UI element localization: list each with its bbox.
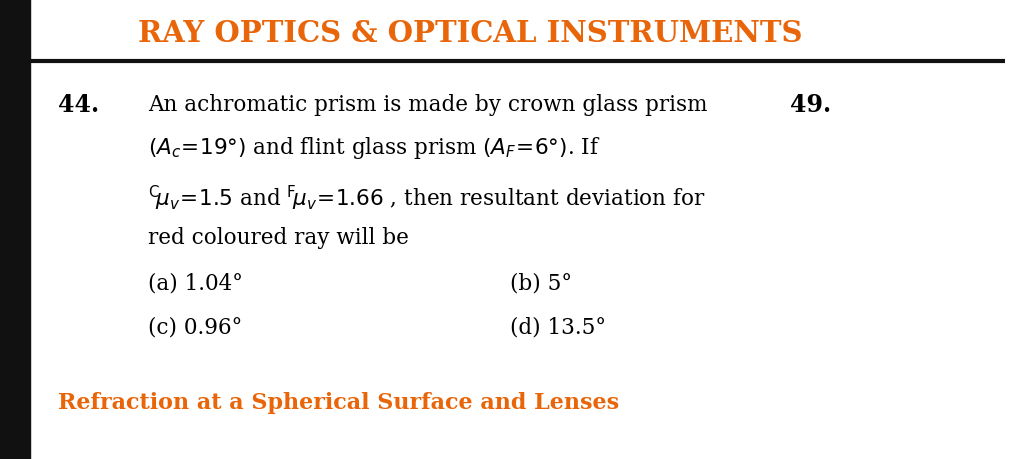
Text: (c) 0.96°: (c) 0.96° [148, 316, 243, 338]
Text: Refraction at a Spherical Surface and Lenses: Refraction at a Spherical Surface and Le… [58, 391, 620, 413]
Text: RAY OPTICS & OPTICAL INSTRUMENTS: RAY OPTICS & OPTICAL INSTRUMENTS [138, 18, 803, 47]
Text: $\left(A_c\!=\!19°\right)$ and flint glass prism $\left(A_F\!=\!6°\right)$. If: $\left(A_c\!=\!19°\right)$ and flint gla… [148, 134, 600, 161]
Text: (a) 1.04°: (a) 1.04° [148, 272, 243, 294]
Bar [0, 0, 30, 459]
Text: 49.: 49. [790, 93, 831, 117]
Text: red coloured ray will be: red coloured ray will be [148, 226, 409, 248]
Text: 44.: 44. [58, 93, 99, 117]
Text: (b) 5°: (b) 5° [510, 272, 572, 294]
Text: ${}^{\mathsf{C}}\!\mu_v\!=\!1.5$ and ${}^{\mathsf{F}}\!\mu_v\!=\!1.66$ , then re: ${}^{\mathsf{C}}\!\mu_v\!=\!1.5$ and ${}… [148, 183, 706, 212]
Text: An achromatic prism is made by crown glass prism: An achromatic prism is made by crown gla… [148, 94, 708, 116]
Text: (d) 13.5°: (d) 13.5° [510, 316, 606, 338]
